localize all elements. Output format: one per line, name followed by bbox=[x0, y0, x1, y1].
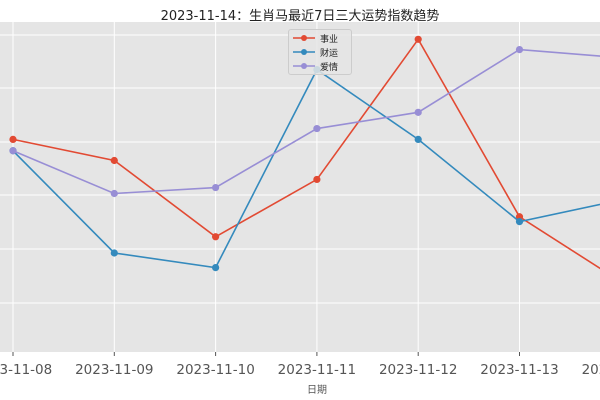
data-point bbox=[414, 135, 422, 143]
data-point bbox=[9, 147, 17, 155]
data-point bbox=[110, 249, 118, 257]
data-point bbox=[110, 189, 118, 198]
x-tick-label: 2023-11-12 bbox=[379, 362, 457, 378]
data-point bbox=[212, 233, 220, 241]
legend: 事业 财运 爱情 bbox=[288, 29, 352, 75]
data-point bbox=[212, 264, 220, 272]
legend-item-love: 爱情 bbox=[293, 59, 338, 73]
data-point bbox=[313, 124, 321, 133]
legend-item-wealth: 财运 bbox=[293, 45, 338, 59]
x-axis-label: 日期 bbox=[307, 385, 327, 396]
data-point bbox=[9, 135, 17, 143]
legend-marker-icon bbox=[293, 35, 315, 41]
x-tick-label: 2023-11-08 bbox=[0, 362, 52, 378]
data-point bbox=[515, 45, 524, 54]
x-tick-label: 2023-11-11 bbox=[278, 362, 356, 378]
legend-item-career: 事业 bbox=[293, 31, 338, 45]
legend-label: 事业 bbox=[320, 34, 339, 45]
legend-label: 爱情 bbox=[320, 62, 339, 73]
legend-marker-icon bbox=[293, 63, 315, 69]
data-point bbox=[313, 175, 321, 184]
chart-title: 2023-11-14：生肖马最近7日三大运势指数趋势 bbox=[160, 9, 440, 24]
legend-marker-icon bbox=[293, 49, 315, 55]
data-point bbox=[515, 218, 524, 226]
x-tick-label: 2023-11-13 bbox=[480, 362, 558, 378]
data-point bbox=[414, 35, 422, 43]
data-point bbox=[110, 156, 118, 165]
x-tick-label: 2023-11-14 bbox=[582, 362, 600, 378]
x-tick-label: 2023-11-10 bbox=[176, 362, 254, 378]
data-point bbox=[212, 183, 220, 192]
legend-label: 财运 bbox=[320, 48, 339, 59]
x-tick-label: 2023-11-09 bbox=[75, 362, 153, 378]
data-point bbox=[414, 108, 422, 116]
